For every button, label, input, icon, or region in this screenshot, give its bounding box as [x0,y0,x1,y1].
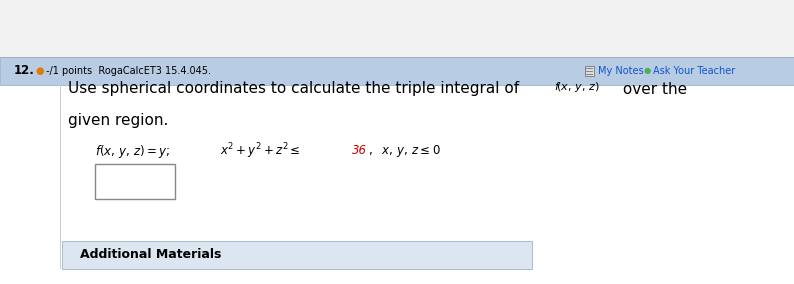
Text: -/1 points  RogaCalcET3 15.4.045.: -/1 points RogaCalcET3 15.4.045. [46,66,211,76]
Bar [0,57,794,58]
Bar [0,57,794,284]
Bar [586,71,593,72]
Text: ●: ● [644,66,651,76]
Text: Ask Your Teacher: Ask Your Teacher [653,66,735,76]
Bar [585,66,594,76]
Bar [0,0,794,57]
Text: ●: ● [35,66,44,76]
Bar [62,241,532,269]
Text: $f\!(x,\,y,\,z)$: $f\!(x,\,y,\,z)$ [554,80,600,94]
Text: given region.: given region. [68,114,168,128]
Text: $f(x,\,y,\,z) = y;$: $f(x,\,y,\,z) = y;$ [95,143,170,160]
Text: Use spherical coordinates to calculate the triple integral of: Use spherical coordinates to calculate t… [68,82,519,97]
Text: My Notes: My Notes [598,66,644,76]
Bar [60,85,61,269]
Bar [0,57,794,85]
Text: $x^2 + y^2 + z^2 \leq$: $x^2 + y^2 + z^2 \leq$ [220,141,301,161]
Text: 36: 36 [352,145,367,158]
Bar [586,74,593,75]
Bar [95,164,175,199]
Text: 12.: 12. [14,64,35,78]
Text: Additional Materials: Additional Materials [80,248,222,262]
Text: $,\ \ x,\,y,\,z \leq 0$: $,\ \ x,\,y,\,z \leq 0$ [368,143,441,159]
Bar [586,68,593,69]
Text: over the: over the [618,82,687,97]
